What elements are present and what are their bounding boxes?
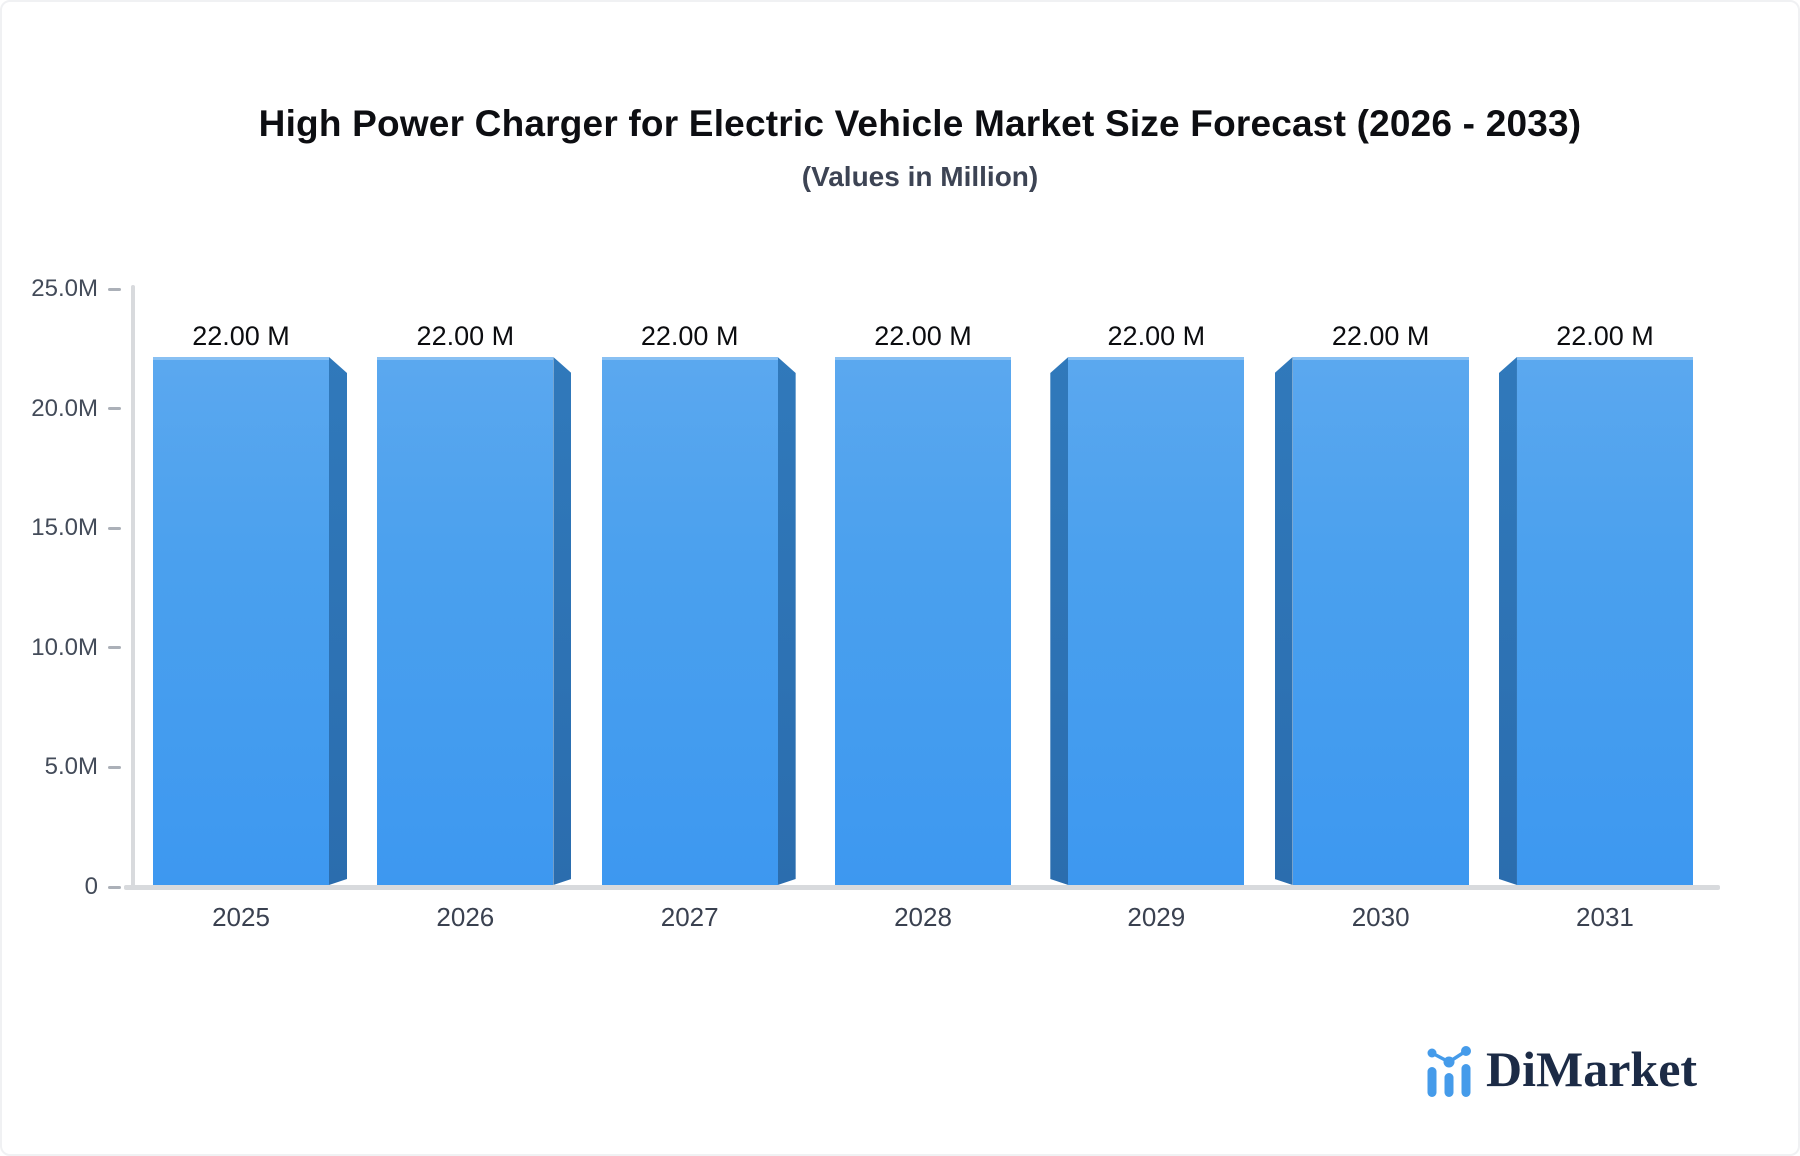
x-tick-label: 2028 <box>894 902 952 932</box>
bar-group: 22.00 M 2025 <box>153 321 347 932</box>
bar-side-face <box>1275 357 1293 885</box>
dimarket-logo-text: DiMarket <box>1486 1041 1698 1097</box>
y-axis-tick <box>108 407 121 411</box>
y-tick-label: 20.0M <box>31 394 98 422</box>
y-tick-label: 5.0M <box>44 753 98 781</box>
y-axis-tick <box>108 765 121 769</box>
bar[interactable] <box>834 357 1011 885</box>
bar-group: 22.00 M 2029 <box>1050 321 1245 932</box>
y-tick-label: 15.0M <box>31 514 98 542</box>
bar-side-face <box>329 357 347 885</box>
bar-side-face <box>553 357 571 885</box>
y-tick-label: 25.0M <box>31 275 98 302</box>
dimarket-logo: DiMarket <box>1426 1040 1697 1098</box>
x-tick-label: 2026 <box>436 902 495 932</box>
bar-value-label: 22.00 M <box>1331 321 1430 351</box>
bar-group: 22.00 M 2028 <box>826 321 1020 932</box>
x-tick-label: 2027 <box>660 902 719 932</box>
y-axis-tick <box>108 646 121 650</box>
y-axis-tick <box>108 526 121 530</box>
bar-group: 22.00 M 2027 <box>601 321 796 932</box>
x-tick-label: 2029 <box>1127 902 1186 932</box>
chart-subtitle: (Values in Million) <box>801 161 1039 192</box>
dimarket-logo-icon <box>1427 1046 1471 1097</box>
bar[interactable] <box>153 357 329 885</box>
bar-group: 22.00 M 2031 <box>1499 321 1693 932</box>
y-tick-label: 0 <box>84 873 98 900</box>
bar-side-face <box>1050 357 1068 885</box>
bar-side-face <box>1499 357 1517 885</box>
y-axis-line <box>131 285 135 890</box>
chart-title: High Power Charger for Electric Vehicle … <box>258 103 1582 144</box>
y-axis-tick <box>108 885 121 889</box>
bar[interactable] <box>1516 357 1693 885</box>
bar[interactable] <box>1292 357 1469 885</box>
x-tick-label: 2030 <box>1351 902 1410 932</box>
bar-value-label: 22.00 M <box>192 321 290 351</box>
bar[interactable] <box>1068 357 1245 885</box>
bar-value-label: 22.00 M <box>1107 321 1206 351</box>
bar-series: 22.00 M 2025 22.00 M 2026 22.00 M 2027 22.00 M… <box>153 321 1693 932</box>
bar-group: 22.00 M 2026 <box>377 321 571 932</box>
x-axis-baseline <box>124 885 1720 890</box>
x-tick-label: 2025 <box>212 902 270 932</box>
bar-side-face <box>778 357 796 885</box>
bar[interactable] <box>601 357 778 885</box>
y-axis-tick <box>108 287 121 291</box>
bar-value-label: 22.00 M <box>874 321 972 351</box>
bar-group: 22.00 M 2030 <box>1275 321 1469 932</box>
bar[interactable] <box>377 357 554 885</box>
x-tick-label: 2031 <box>1576 902 1634 932</box>
bar-value-label: 22.00 M <box>640 321 739 351</box>
bar-value-label: 22.00 M <box>1556 321 1654 351</box>
bar-value-label: 22.00 M <box>416 321 515 351</box>
y-tick-label: 10.0M <box>31 633 98 661</box>
